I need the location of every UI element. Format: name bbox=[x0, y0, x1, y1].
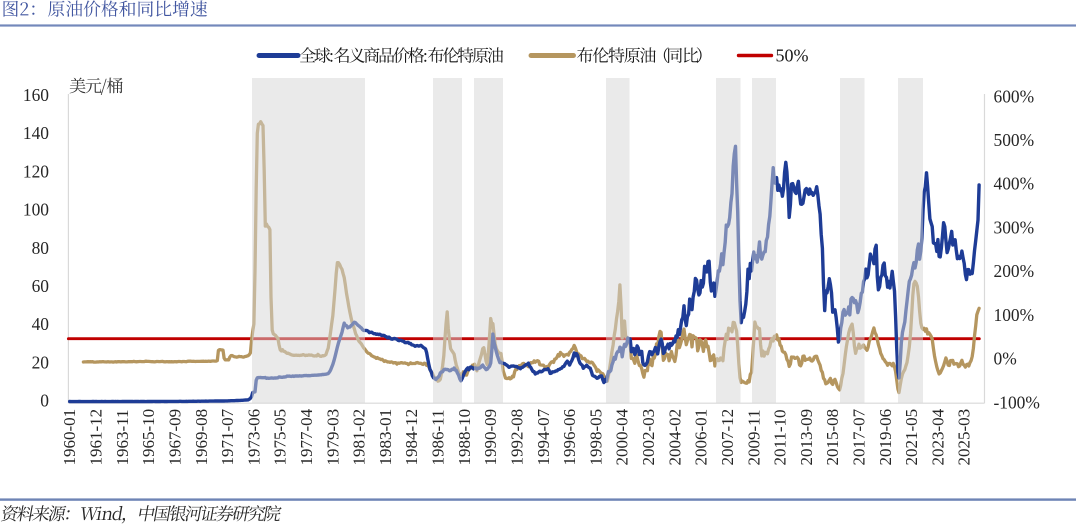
svg-text:0%: 0% bbox=[994, 349, 1017, 369]
svg-text:2025-03: 2025-03 bbox=[955, 409, 974, 466]
svg-text:1977-04: 1977-04 bbox=[297, 408, 316, 465]
svg-text:1971-07: 1971-07 bbox=[218, 408, 237, 465]
svg-text:2007-12: 2007-12 bbox=[718, 409, 737, 466]
svg-text:1969-08: 1969-08 bbox=[192, 409, 211, 466]
svg-text:2019-06: 2019-06 bbox=[876, 409, 895, 466]
svg-text:1963-11: 1963-11 bbox=[113, 409, 132, 465]
svg-text:1994-07: 1994-07 bbox=[534, 408, 553, 465]
svg-text:2006-01: 2006-01 bbox=[692, 409, 711, 466]
svg-text:1990-09: 1990-09 bbox=[481, 409, 500, 466]
svg-text:2002-03: 2002-03 bbox=[639, 409, 658, 466]
svg-text:20: 20 bbox=[32, 352, 50, 372]
svg-text:50%: 50% bbox=[776, 45, 809, 65]
svg-text:1967-09: 1967-09 bbox=[165, 409, 184, 466]
svg-text:140: 140 bbox=[23, 123, 49, 143]
svg-text:40: 40 bbox=[32, 314, 50, 334]
svg-text:1981-02: 1981-02 bbox=[350, 409, 369, 466]
svg-text:500%: 500% bbox=[994, 130, 1035, 150]
svg-text:300%: 300% bbox=[994, 217, 1035, 237]
svg-text:60: 60 bbox=[32, 276, 50, 296]
svg-text:160: 160 bbox=[23, 85, 49, 105]
svg-text:2021-05: 2021-05 bbox=[902, 409, 921, 466]
svg-text:1988-10: 1988-10 bbox=[455, 409, 474, 466]
svg-text:2015-08: 2015-08 bbox=[823, 409, 842, 466]
svg-text:1979-03: 1979-03 bbox=[323, 409, 342, 466]
svg-text:100%: 100% bbox=[994, 305, 1035, 325]
svg-text:200%: 200% bbox=[994, 261, 1035, 281]
svg-text:1961-12: 1961-12 bbox=[87, 409, 106, 466]
svg-text:1986-11: 1986-11 bbox=[429, 409, 448, 465]
svg-text:400%: 400% bbox=[994, 174, 1035, 194]
svg-text:120: 120 bbox=[23, 161, 49, 181]
svg-text:1960-01: 1960-01 bbox=[60, 409, 79, 466]
svg-text:80: 80 bbox=[32, 238, 50, 258]
svg-text:-100%: -100% bbox=[994, 392, 1040, 412]
svg-text:2011-10: 2011-10 bbox=[771, 409, 790, 465]
svg-text:1983-01: 1983-01 bbox=[376, 409, 395, 466]
svg-text:1996-06: 1996-06 bbox=[560, 409, 579, 466]
svg-text:1998-05: 1998-05 bbox=[586, 409, 605, 466]
svg-text:1973-06: 1973-06 bbox=[244, 409, 263, 466]
svg-text:600%: 600% bbox=[994, 86, 1035, 106]
svg-text:0: 0 bbox=[40, 391, 49, 411]
svg-text:100: 100 bbox=[23, 200, 49, 220]
svg-text:2004-02: 2004-02 bbox=[665, 409, 684, 466]
svg-text:2023-04: 2023-04 bbox=[928, 408, 947, 465]
svg-text:1965-10: 1965-10 bbox=[139, 409, 158, 466]
svg-text:2009-11: 2009-11 bbox=[744, 409, 763, 465]
svg-text:1992-08: 1992-08 bbox=[508, 409, 527, 466]
svg-text:2017-07: 2017-07 bbox=[850, 408, 869, 465]
svg-text:2000-04: 2000-04 bbox=[613, 408, 632, 465]
svg-text:2013-09: 2013-09 bbox=[797, 409, 816, 466]
svg-text:1975-05: 1975-05 bbox=[271, 409, 290, 466]
svg-text:1984-12: 1984-12 bbox=[402, 409, 421, 466]
